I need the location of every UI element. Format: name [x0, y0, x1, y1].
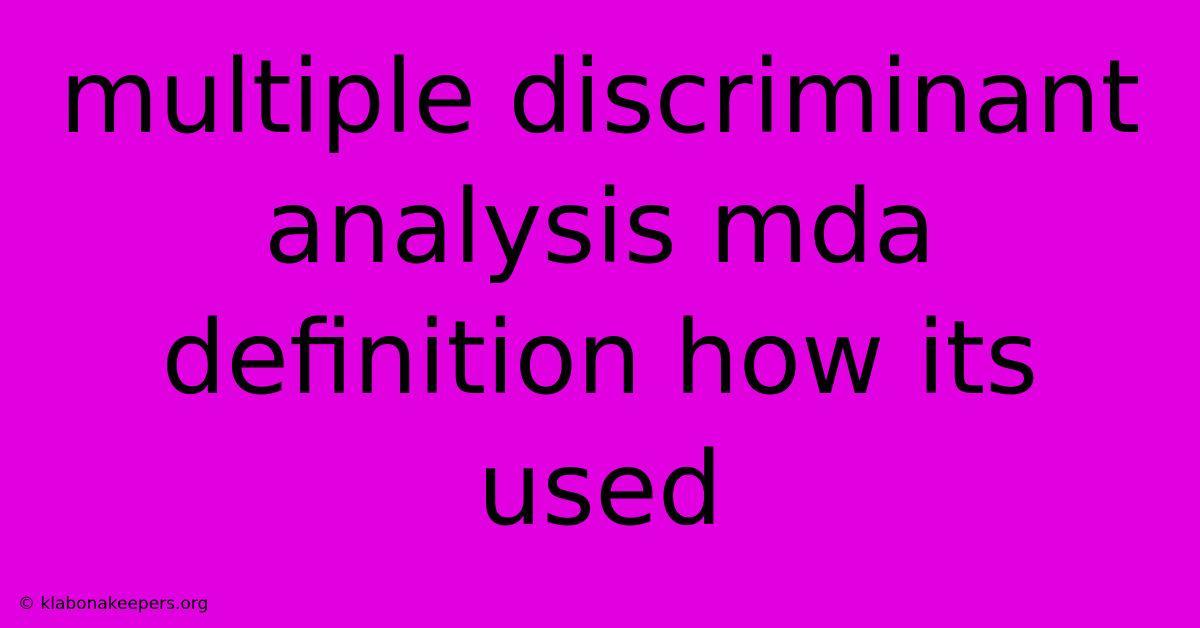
- title-line-3: definition how its: [162, 294, 1039, 425]
- title-line-1: multiple discriminant: [59, 33, 1140, 164]
- title-line-4: used: [477, 425, 722, 556]
- title-line-2: analysis mda: [264, 163, 936, 294]
- title-container: multiple discriminant analysis mda defin…: [0, 0, 1200, 628]
- attribution-text: © klabonakeepers.org: [18, 594, 208, 614]
